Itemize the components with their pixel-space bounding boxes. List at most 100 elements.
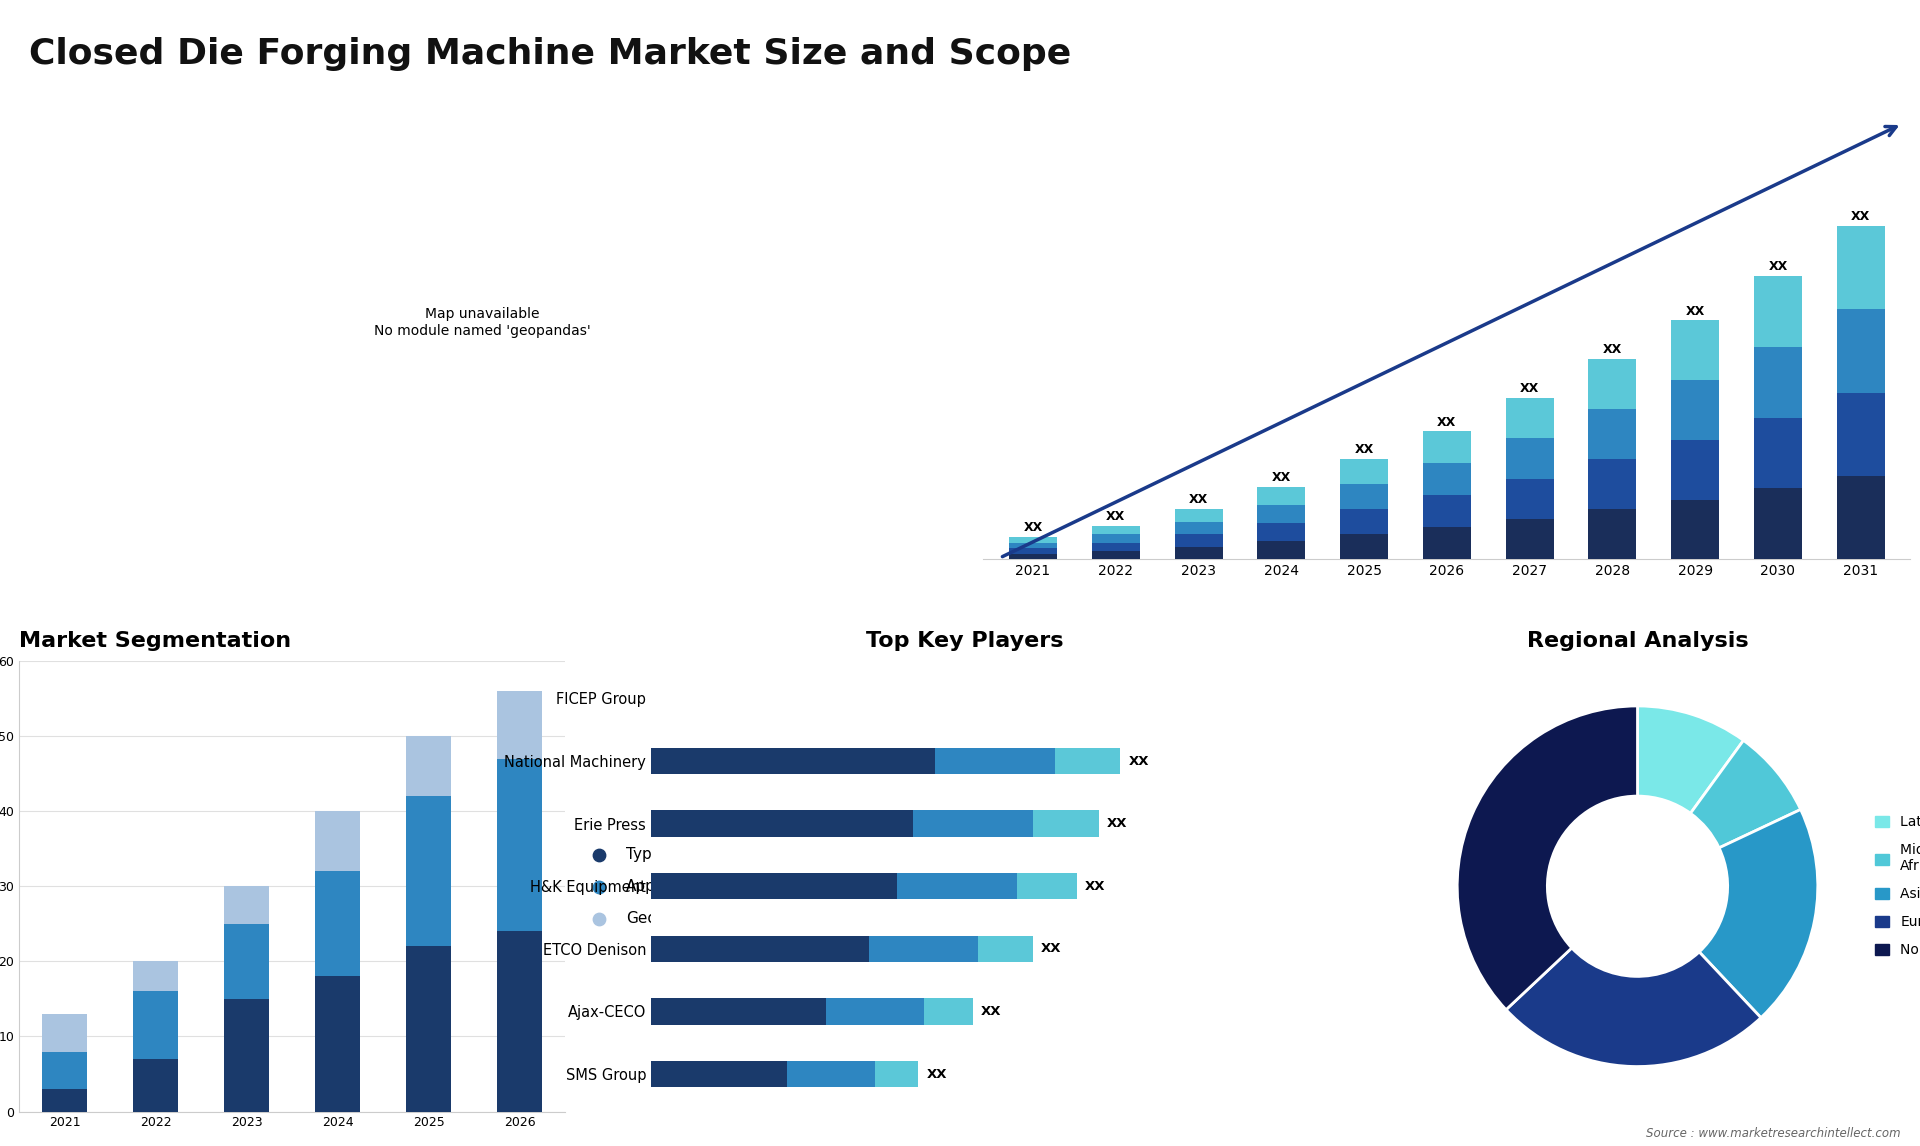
Text: XX: XX <box>1188 494 1208 507</box>
Bar <box>497 932 541 1112</box>
Bar <box>1258 523 1306 541</box>
Bar <box>651 1061 787 1088</box>
Bar <box>897 873 1018 900</box>
Bar <box>1340 485 1388 509</box>
Text: XX: XX <box>1129 754 1148 768</box>
Bar <box>935 748 1054 775</box>
Bar <box>405 736 451 796</box>
Bar <box>1175 521 1223 534</box>
Bar <box>1175 547 1223 559</box>
Bar <box>1010 548 1058 554</box>
Text: XX: XX <box>1106 817 1127 830</box>
Wedge shape <box>1699 809 1818 1018</box>
Bar <box>876 1061 918 1088</box>
Text: XX: XX <box>1438 416 1457 429</box>
Bar <box>1340 509 1388 534</box>
Text: Map unavailable
No module named 'geopandas': Map unavailable No module named 'geopand… <box>374 307 591 338</box>
Bar <box>315 871 361 976</box>
Bar <box>1092 534 1140 542</box>
Bar <box>651 810 912 837</box>
Title: Top Key Players: Top Key Players <box>866 631 1064 651</box>
Bar <box>1670 321 1718 380</box>
Bar <box>1258 541 1306 559</box>
Bar <box>1670 440 1718 500</box>
Bar <box>1423 463 1471 495</box>
Text: XX: XX <box>1603 344 1622 356</box>
Wedge shape <box>1505 948 1761 1067</box>
Text: XX: XX <box>1085 880 1106 893</box>
Bar <box>132 961 179 991</box>
Bar <box>42 1052 88 1089</box>
Text: XX: XX <box>927 1068 947 1081</box>
Bar <box>1258 487 1306 505</box>
Bar <box>1755 488 1803 559</box>
Bar <box>1010 537 1058 542</box>
Bar <box>1033 810 1098 837</box>
Bar <box>497 691 541 759</box>
Text: XX: XX <box>1686 305 1705 317</box>
Bar <box>1010 554 1058 559</box>
Bar <box>1092 526 1140 534</box>
Bar <box>315 811 361 871</box>
Bar <box>42 1014 88 1052</box>
Bar <box>225 999 269 1112</box>
Bar <box>1092 542 1140 551</box>
Legend: Type, Application, Geography: Type, Application, Geography <box>584 847 712 926</box>
Bar <box>826 998 924 1025</box>
Bar <box>651 998 826 1025</box>
Text: XX: XX <box>1271 471 1290 485</box>
Bar <box>787 1061 876 1088</box>
Bar <box>405 796 451 947</box>
Bar <box>912 810 1033 837</box>
Bar <box>1670 500 1718 559</box>
Wedge shape <box>1638 706 1743 814</box>
Bar <box>1837 226 1885 309</box>
Bar <box>1175 509 1223 521</box>
Bar <box>1755 417 1803 488</box>
Bar <box>1505 398 1553 439</box>
Text: Closed Die Forging Machine Market Size and Scope: Closed Die Forging Machine Market Size a… <box>29 37 1071 71</box>
Bar <box>1588 460 1636 509</box>
Bar <box>132 1059 179 1112</box>
Bar <box>1175 534 1223 547</box>
Bar <box>1837 476 1885 559</box>
Text: XX: XX <box>1768 260 1788 273</box>
Bar <box>1755 276 1803 347</box>
Text: XX: XX <box>1106 510 1125 523</box>
Bar <box>979 935 1033 961</box>
Text: XX: XX <box>1023 521 1043 534</box>
Bar <box>1092 551 1140 559</box>
Bar <box>1588 409 1636 460</box>
Bar <box>1837 309 1885 393</box>
Bar <box>1423 431 1471 463</box>
Bar <box>1423 527 1471 559</box>
Bar <box>1588 509 1636 559</box>
Bar <box>1340 534 1388 559</box>
Text: XX: XX <box>1851 210 1870 223</box>
Bar <box>405 947 451 1112</box>
Bar <box>651 935 870 961</box>
Bar <box>1505 479 1553 519</box>
Bar <box>1670 380 1718 440</box>
Bar <box>1340 460 1388 485</box>
Wedge shape <box>1457 706 1638 1010</box>
Text: XX: XX <box>1521 383 1540 395</box>
Bar <box>225 924 269 999</box>
Text: XX: XX <box>1041 942 1062 956</box>
Bar <box>1588 359 1636 409</box>
Bar <box>225 886 269 924</box>
Text: XX: XX <box>1354 444 1373 456</box>
Bar <box>1010 542 1058 548</box>
Bar <box>1755 347 1803 417</box>
Bar <box>315 976 361 1112</box>
Bar <box>870 935 979 961</box>
Bar <box>1505 519 1553 559</box>
Bar <box>1258 505 1306 523</box>
Title: Regional Analysis: Regional Analysis <box>1526 631 1749 651</box>
Legend: Latin America, Middle East &
Africa, Asia Pacific, Europe, North America: Latin America, Middle East & Africa, Asi… <box>1870 810 1920 963</box>
Text: Market Segmentation: Market Segmentation <box>19 631 292 651</box>
Bar <box>497 759 541 932</box>
Text: XX: XX <box>981 1005 1002 1018</box>
Bar <box>1837 393 1885 476</box>
Bar <box>1054 748 1121 775</box>
